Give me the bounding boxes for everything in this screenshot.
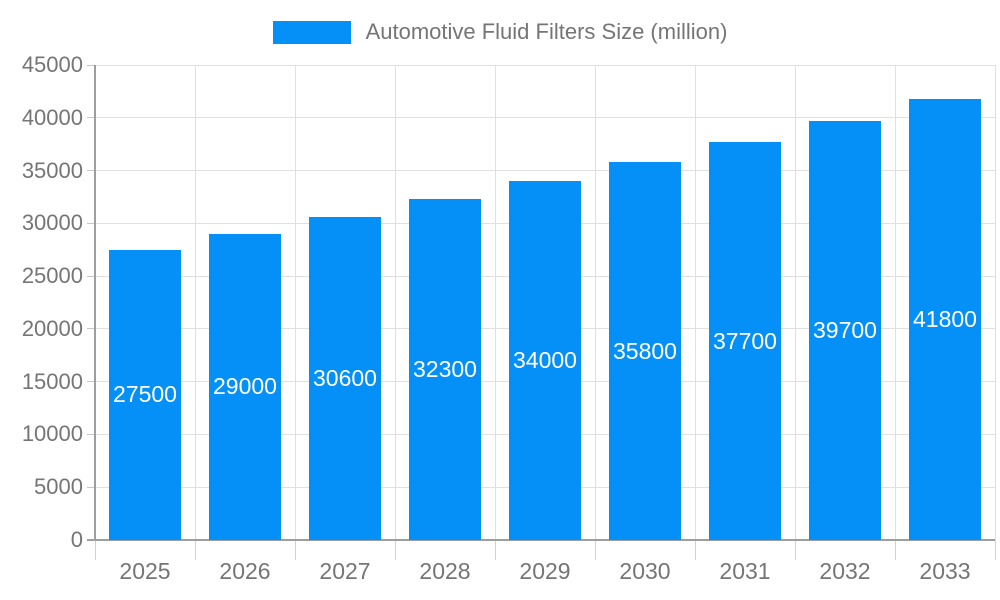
bar-value-label-2028: 32300	[413, 356, 477, 383]
y-axis-tick	[87, 170, 95, 172]
x-axis-label-2026: 2026	[219, 558, 271, 584]
x-axis-line	[87, 539, 995, 541]
x-axis-tick	[894, 540, 896, 560]
y-axis-line	[94, 65, 96, 540]
bar-2027: 30600	[309, 217, 381, 540]
bar-value-label-2030: 35800	[613, 337, 677, 364]
y-axis-label: 0	[70, 527, 83, 552]
y-axis-tick	[87, 328, 95, 330]
y-axis-tick	[87, 486, 95, 488]
y-gridline	[95, 117, 995, 119]
bar-2032: 39700	[809, 120, 881, 540]
y-axis-tick	[87, 222, 95, 224]
x-axis-tick	[394, 540, 396, 560]
x-gridline	[694, 65, 696, 540]
y-axis-label: 20000	[21, 315, 83, 341]
y-axis-tick	[87, 117, 95, 119]
bar-value-label-2033: 41800	[913, 305, 977, 332]
x-gridline	[394, 65, 396, 540]
x-gridline	[494, 65, 496, 540]
x-gridline	[994, 65, 996, 540]
x-axis-label-2033: 2033	[919, 558, 971, 584]
x-axis-tick	[594, 540, 596, 560]
legend-swatch-icon	[272, 20, 351, 44]
y-axis-tick	[87, 275, 95, 277]
y-axis-label: 40000	[21, 104, 83, 130]
bar-2029: 34000	[509, 181, 581, 540]
y-axis-label: 15000	[21, 368, 83, 394]
bar-2028: 32300	[409, 199, 481, 540]
x-axis-tick	[294, 540, 296, 560]
x-axis-tick	[94, 540, 96, 560]
y-axis-label: 35000	[21, 157, 83, 183]
y-axis-label: 5000	[34, 474, 83, 500]
x-axis-tick	[994, 540, 996, 560]
x-axis-label-2028: 2028	[419, 558, 471, 584]
x-gridline	[894, 65, 896, 540]
bar-2030: 35800	[609, 162, 681, 540]
y-axis-tick	[87, 64, 95, 66]
x-axis-label-2029: 2029	[519, 558, 571, 584]
bar-2033: 41800	[909, 98, 981, 540]
y-axis-tick	[87, 381, 95, 383]
bar-value-label-2027: 30600	[313, 365, 377, 391]
x-axis-label-2031: 2031	[719, 558, 771, 584]
x-axis-label-2032: 2032	[819, 558, 871, 584]
y-axis-label: 10000	[21, 421, 83, 447]
bar-value-label-2032: 39700	[813, 316, 877, 343]
x-axis-tick	[494, 540, 496, 560]
bar-value-label-2026: 29000	[213, 373, 277, 400]
x-axis-tick	[694, 540, 696, 560]
bar-value-label-2025: 27500	[113, 381, 177, 408]
legend-label: Automotive Fluid Filters Size (million)	[365, 19, 728, 44]
bar-value-label-2029: 34000	[513, 347, 577, 374]
x-axis-tick	[794, 540, 796, 560]
x-axis-label-2025: 2025	[119, 558, 171, 584]
bar-value-label-2031: 37700	[713, 327, 777, 354]
x-axis-tick	[194, 540, 196, 560]
legend[interactable]: Automotive Fluid Filters Size (million)	[0, 17, 1000, 47]
y-axis-label: 25000	[21, 263, 83, 289]
y-gridline	[95, 64, 995, 66]
bar-2031: 37700	[709, 142, 781, 540]
bar-2026: 29000	[209, 233, 281, 540]
x-gridline	[194, 65, 196, 540]
bar-2025: 27500	[109, 249, 181, 540]
x-axis-label-2027: 2027	[319, 558, 371, 584]
y-gridline	[95, 170, 995, 172]
y-axis-label: 30000	[21, 210, 83, 236]
x-gridline	[594, 65, 596, 540]
y-axis-tick	[87, 433, 95, 435]
x-axis-label-2030: 2030	[619, 558, 671, 584]
x-gridline	[294, 65, 296, 540]
x-gridline	[794, 65, 796, 540]
y-axis-label: 45000	[21, 52, 83, 77]
